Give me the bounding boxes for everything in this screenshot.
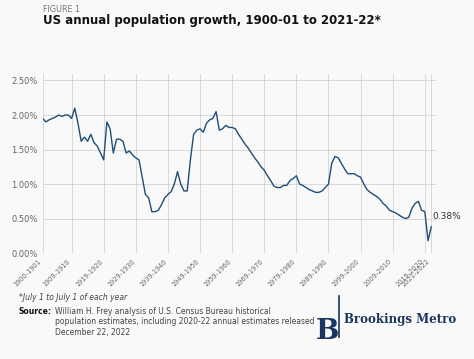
Text: William H. Frey analysis of U.S. Census Bureau historical
population estimates, : William H. Frey analysis of U.S. Census … (55, 307, 314, 337)
Text: *July 1 to July 1 of each year: *July 1 to July 1 of each year (19, 293, 127, 302)
Text: B: B (315, 318, 338, 345)
Text: 0.38%: 0.38% (432, 211, 461, 220)
Text: Source:: Source: (19, 307, 52, 316)
Text: US annual population growth, 1900-01 to 2021-22*: US annual population growth, 1900-01 to … (43, 14, 381, 27)
Text: FIGURE 1: FIGURE 1 (43, 5, 80, 14)
Text: Brookings Metro: Brookings Metro (344, 313, 456, 326)
